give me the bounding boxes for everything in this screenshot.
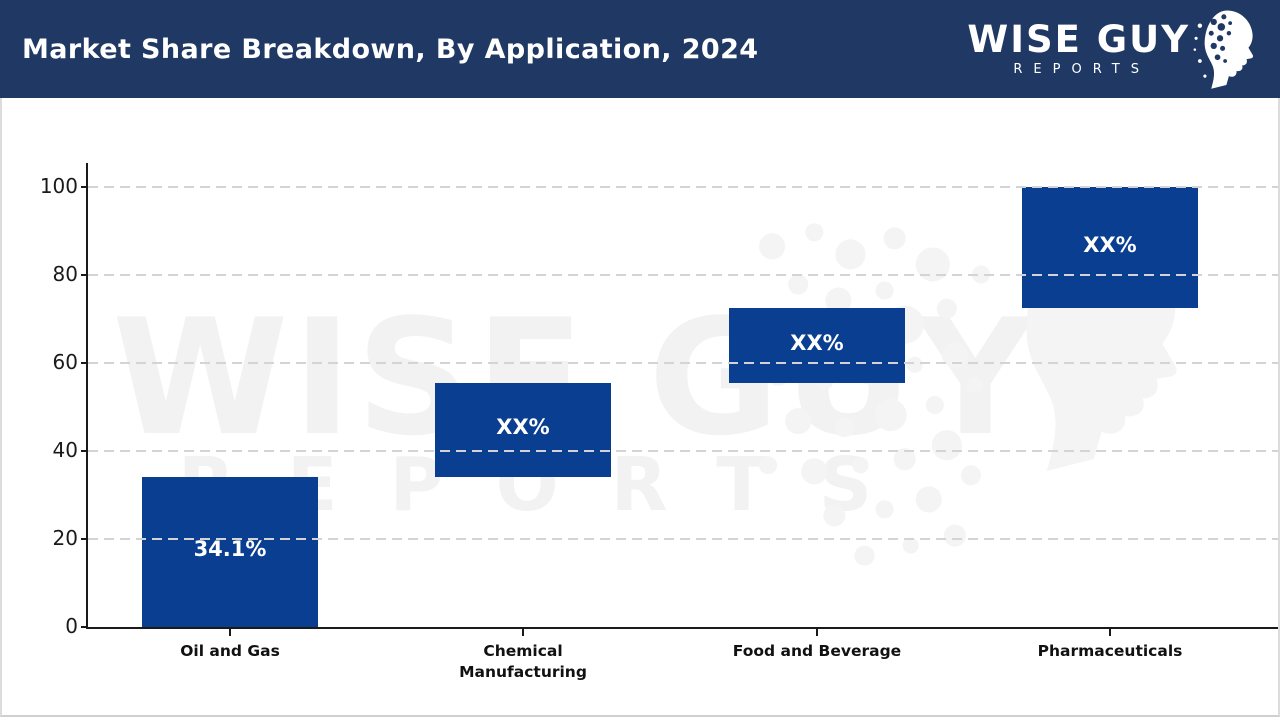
plot-area: 34.1% XX% XX% XX% 0 20 40 60 80 100 Oil and Gas Che… [0,98,1280,720]
y-tick-mark [81,274,88,276]
gridline-80 [88,274,1278,276]
bar-value-label: XX% [1083,232,1137,257]
y-tick-label: 20 [52,526,78,550]
bar-3 [729,308,905,384]
logo-wordmark: WISE GUY [967,18,1190,61]
bar-1 [142,476,318,627]
header-bar: Market Share Breakdown, By Application, … [0,0,1280,98]
gridline-60 [88,362,1278,364]
logo-text: WISE GUY REPORTS [967,21,1190,77]
bar-4 [1022,187,1198,308]
bar-value-label: XX% [790,330,844,355]
y-tick-mark [81,362,88,364]
x-tick-mark [522,627,524,636]
x-axis-line [86,627,1278,629]
gridline-100 [88,186,1278,188]
y-tick-label: 0 [65,614,78,638]
gridline-20 [88,538,1278,540]
x-category-label: Oil and Gas [180,642,280,660]
y-tick-label: 80 [52,262,78,286]
bar-value-label: XX% [496,415,550,440]
page-title: Market Share Breakdown, By Application, … [22,33,759,65]
y-axis-line [86,163,88,629]
gridline-40 [88,450,1278,452]
y-tick-mark [81,450,88,452]
x-tick-mark [816,627,818,636]
dotted-face-icon [1192,10,1254,89]
y-tick-mark [81,626,88,628]
logo-subtitle: REPORTS [1013,62,1150,77]
y-tick-label: 40 [52,438,78,462]
y-tick-label: 100 [39,174,78,198]
y-tick-mark [81,538,88,540]
y-tick-mark [81,186,88,188]
x-tick-mark [229,627,231,636]
x-tick-mark [1109,627,1111,636]
x-category-label: Pharmaceuticals [1037,642,1183,660]
wise-guy-reports-logo: WISE GUY REPORTS [967,8,1280,90]
x-category-label: Chemical Manufacturing [459,642,587,681]
x-category-label: Food and Beverage [732,642,902,660]
bar-value-label: 34.1% [193,536,267,561]
y-tick-label: 60 [52,350,78,374]
bar-2 [435,383,611,477]
